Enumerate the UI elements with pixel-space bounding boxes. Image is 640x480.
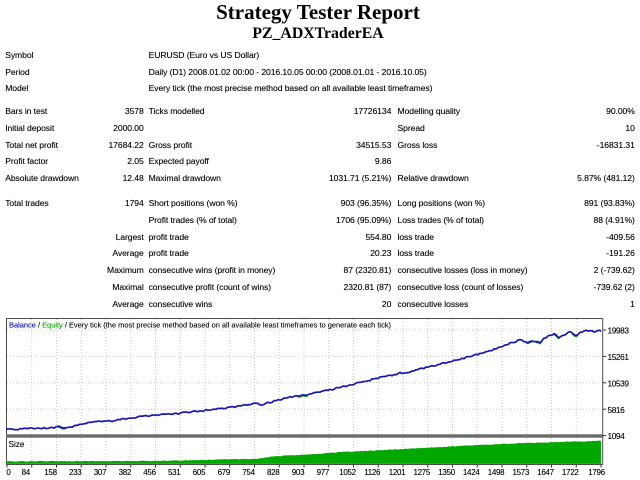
svg-text:456: 456 (143, 468, 156, 477)
svg-text:1201: 1201 (389, 468, 406, 477)
svg-text:903: 903 (292, 468, 305, 477)
svg-text:531: 531 (168, 468, 181, 477)
svg-text:679: 679 (218, 468, 231, 477)
svg-text:1424: 1424 (463, 468, 480, 477)
svg-text:5816: 5816 (608, 405, 626, 415)
svg-text:Size: Size (9, 440, 25, 449)
svg-text:754: 754 (242, 468, 255, 477)
svg-text:1647: 1647 (537, 468, 554, 477)
svg-text:307: 307 (94, 468, 107, 477)
svg-text:1573: 1573 (512, 468, 529, 477)
svg-text:233: 233 (69, 468, 82, 477)
svg-text:158: 158 (44, 468, 57, 477)
svg-text:382: 382 (119, 468, 132, 477)
svg-text:1722: 1722 (562, 468, 579, 477)
svg-text:10539: 10539 (608, 378, 630, 388)
svg-text:1126: 1126 (364, 468, 381, 477)
svg-text:1052: 1052 (339, 468, 356, 477)
svg-text:1275: 1275 (413, 468, 430, 477)
svg-text:19983: 19983 (608, 326, 630, 336)
svg-text:1350: 1350 (438, 468, 455, 477)
svg-text:1498: 1498 (488, 468, 505, 477)
svg-text:15261: 15261 (608, 352, 630, 362)
svg-text:828: 828 (267, 468, 280, 477)
svg-text:1796: 1796 (588, 468, 605, 477)
svg-text:1094: 1094 (608, 431, 626, 441)
svg-text:84: 84 (22, 468, 31, 477)
svg-text:605: 605 (193, 468, 206, 477)
svg-text:Balance / Equity / Every tick: Balance / Equity / Every tick (the most … (9, 321, 392, 330)
svg-text:977: 977 (317, 468, 330, 477)
svg-text:0: 0 (6, 468, 11, 477)
